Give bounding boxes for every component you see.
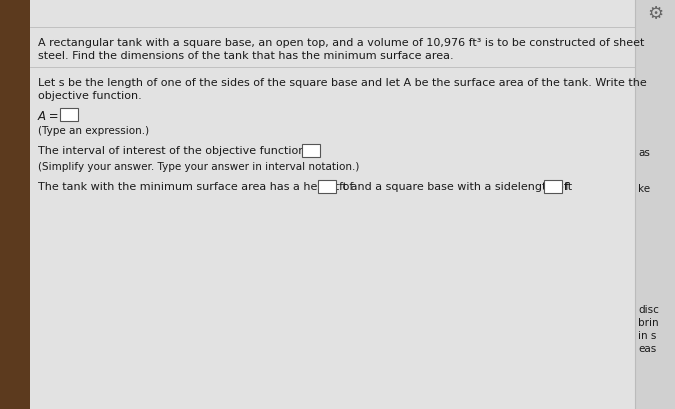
Text: objective function.: objective function. xyxy=(38,91,142,101)
Text: ft: ft xyxy=(565,182,573,191)
Text: disc: disc xyxy=(638,304,659,314)
Bar xyxy=(302,145,320,157)
Text: brin: brin xyxy=(638,317,659,327)
Bar xyxy=(635,0,675,409)
Text: as: as xyxy=(638,148,650,157)
Text: A rectangular tank with a square base, an open top, and a volume of 10,976 ft³ i: A rectangular tank with a square base, a… xyxy=(38,38,645,48)
Text: in s: in s xyxy=(638,330,656,340)
Text: eas: eas xyxy=(638,343,656,353)
Text: ⚙: ⚙ xyxy=(647,5,663,23)
Bar xyxy=(0,0,30,409)
Text: ke: ke xyxy=(638,184,650,193)
Bar xyxy=(60,109,78,122)
Text: steel. Find the dimensions of the tank that has the minimum surface area.: steel. Find the dimensions of the tank t… xyxy=(38,51,454,61)
Text: ft and a square base with a sidelength of: ft and a square base with a sidelength o… xyxy=(339,182,568,191)
Text: (Simplify your answer. Type your answer in interval notation.): (Simplify your answer. Type your answer … xyxy=(38,162,359,172)
Bar xyxy=(30,0,635,409)
Text: The tank with the minimum surface area has a height of: The tank with the minimum surface area h… xyxy=(38,182,354,191)
Bar xyxy=(544,180,562,193)
Text: Let s be the length of one of the sides of the square base and let A be the surf: Let s be the length of one of the sides … xyxy=(38,78,647,88)
Bar xyxy=(318,180,336,193)
Text: A =: A = xyxy=(38,110,59,123)
Text: (Type an expression.): (Type an expression.) xyxy=(38,126,149,136)
Text: The interval of interest of the objective function is: The interval of interest of the objectiv… xyxy=(38,146,318,155)
